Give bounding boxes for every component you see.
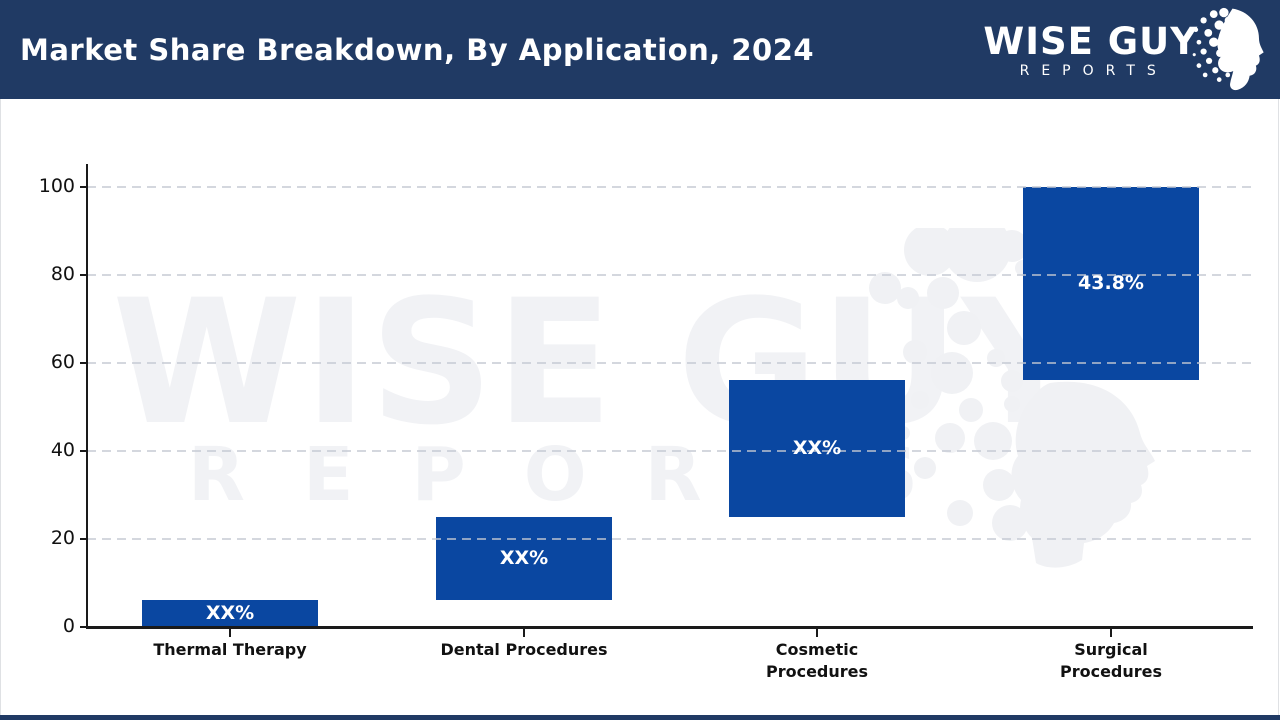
category-label-2: Cosmetic Procedures — [707, 639, 927, 683]
bar-segment-1 — [436, 517, 612, 600]
bar-value-label-0: XX% — [205, 602, 255, 625]
category-label-3: Surgical Procedures — [1001, 639, 1221, 683]
x-tick-3 — [1110, 629, 1112, 637]
bar-segment-0 — [142, 599, 318, 627]
y-tick-label-100: 100 — [38, 175, 75, 197]
category-label-0: Thermal Therapy — [120, 639, 340, 661]
y-tick-label-60: 60 — [50, 351, 75, 373]
x-axis-line — [86, 626, 1253, 629]
y-tick-label-20: 20 — [50, 527, 75, 549]
category-label-line: Procedures — [765, 662, 869, 681]
gridline-100 — [87, 186, 1253, 188]
bar-segment-3 — [1023, 187, 1199, 380]
category-label-line: Dental Procedures — [440, 640, 608, 659]
category-label-line: Procedures — [1059, 662, 1163, 681]
y-axis-line — [86, 164, 88, 629]
logo-text: WISE GUY REPORTS — [983, 19, 1198, 79]
footer-bar — [0, 715, 1280, 720]
x-tick-1 — [523, 629, 525, 637]
y-tick-100 — [80, 186, 87, 188]
x-tick-0 — [229, 629, 231, 637]
category-label-1: Dental Procedures — [414, 639, 634, 661]
category-label-line: Thermal Therapy — [153, 640, 307, 659]
bar-value-label-1: XX% — [499, 547, 549, 570]
logo-head-icon — [1192, 7, 1264, 91]
gridline-40 — [87, 450, 1253, 452]
chart-title: Market Share Breakdown, By Application, … — [20, 33, 815, 67]
gridline-60 — [87, 362, 1253, 364]
left-page-edge — [0, 99, 1, 720]
y-tick-60 — [80, 362, 87, 364]
category-label-line: Surgical — [1074, 640, 1148, 659]
right-page-edge — [1278, 99, 1279, 720]
bar-value-label-3: 43.8% — [1078, 272, 1144, 295]
gridline-20 — [87, 538, 1253, 540]
wise-guy-reports-logo: WISE GUY REPORTS — [983, 6, 1266, 94]
bar-value-label-2: XX% — [792, 437, 842, 460]
bar-segment-2 — [729, 379, 905, 517]
y-tick-label-0: 0 — [62, 615, 75, 637]
y-tick-0 — [80, 626, 87, 628]
category-label-line: Cosmetic — [775, 640, 859, 659]
y-tick-40 — [80, 450, 87, 452]
y-tick-label-40: 40 — [50, 439, 75, 461]
y-tick-20 — [80, 538, 87, 540]
logo-wordmark: WISE GUY — [983, 19, 1198, 63]
header-banner: Market Share Breakdown, By Application, … — [0, 0, 1280, 99]
x-tick-2 — [816, 629, 818, 637]
logo-subtext: REPORTS — [1019, 62, 1168, 79]
gridline-80 — [87, 274, 1253, 276]
y-tick-80 — [80, 274, 87, 276]
y-tick-label-80: 80 — [50, 263, 75, 285]
